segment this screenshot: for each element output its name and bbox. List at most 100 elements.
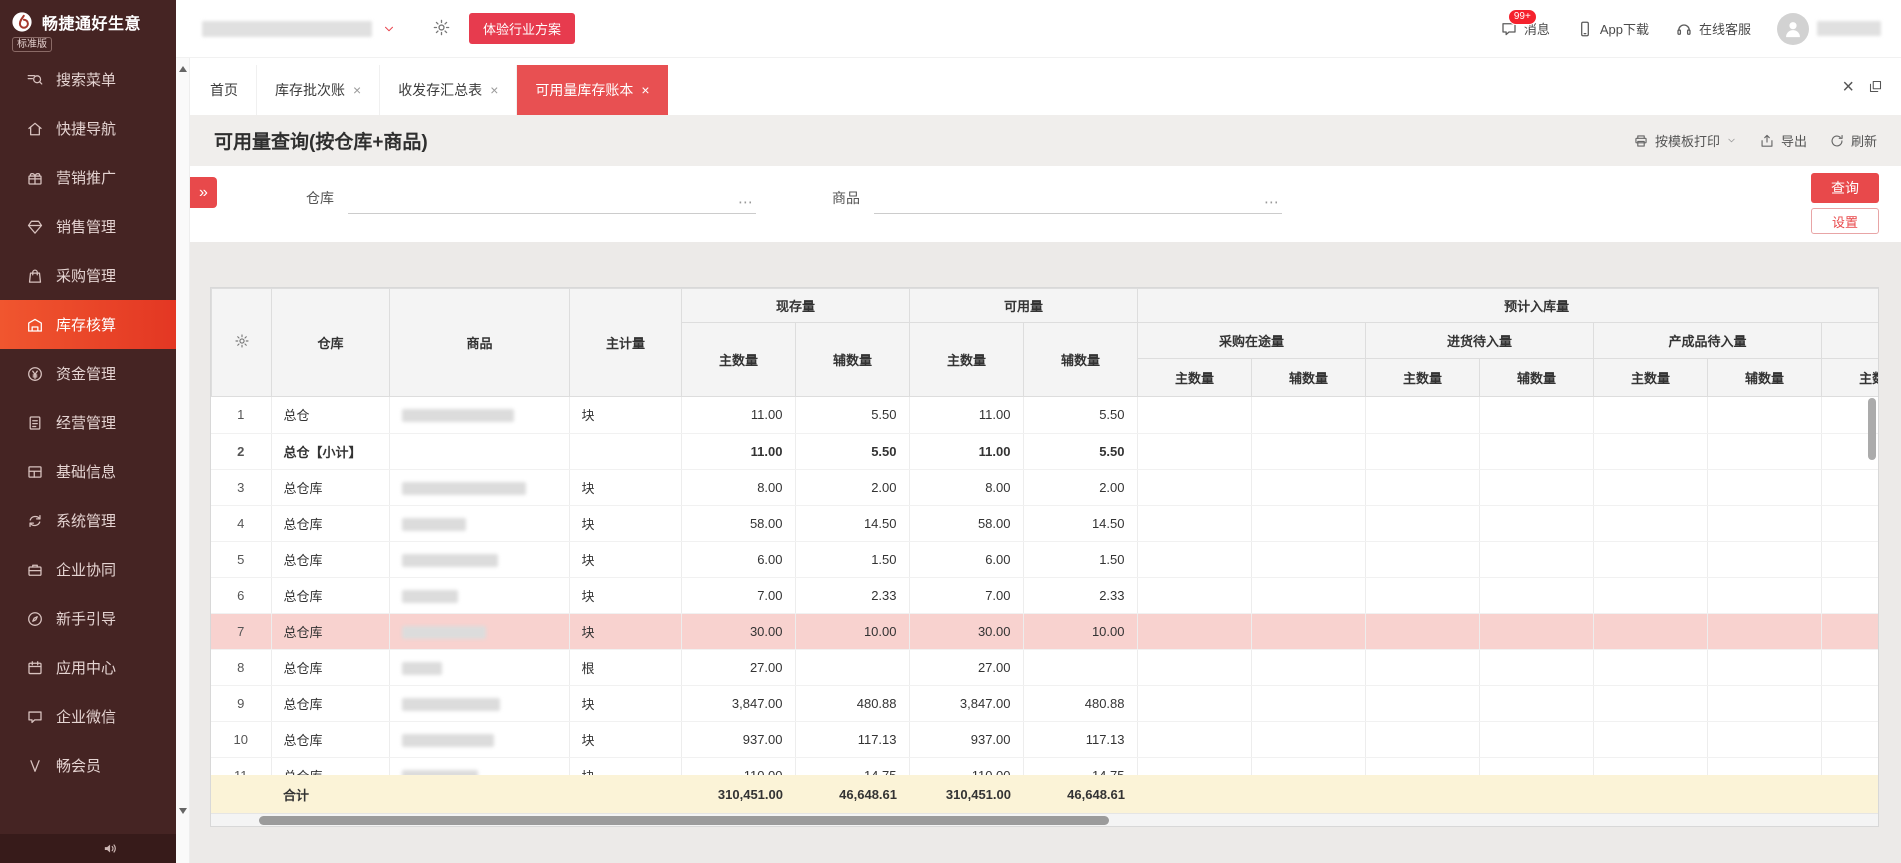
product-input[interactable]: ⋯ xyxy=(874,186,1282,214)
sidebar-item-novice-guide[interactable]: 新手引导 xyxy=(0,594,176,643)
sidebar-item-base-info[interactable]: 基础信息 xyxy=(0,447,176,496)
col-available-aux-qty[interactable]: 辅数量 xyxy=(1023,322,1139,397)
table-row[interactable]: 4 总仓库块 58.00 14.50 58.00 14.50 xyxy=(211,505,1878,542)
table-row[interactable]: 6 总仓库块 7.00 2.33 7.00 2.33 xyxy=(211,577,1878,614)
product-field: 商品 ⋯ xyxy=(832,186,1282,214)
topbar-right: 99+ 消息 App下载 在线客服 xyxy=(1500,9,1881,45)
horizontal-scrollbar[interactable] xyxy=(211,813,1878,826)
qty-cell: 480.88 xyxy=(795,685,910,722)
table-row[interactable]: 3 总仓库块 8.00 2.00 8.00 2.00 xyxy=(211,469,1878,506)
column-settings-header[interactable] xyxy=(211,288,272,397)
tab-close-icon[interactable]: × xyxy=(353,82,362,98)
sidebar-item-funds[interactable]: 资金管理 xyxy=(0,349,176,398)
sidebar-item-member[interactable]: 畅会员 xyxy=(0,741,176,790)
table-row[interactable]: 10 总仓库块 937.00 117.13 937.00 117.13 xyxy=(211,721,1878,758)
table-row[interactable]: 5 总仓库块 6.00 1.50 6.00 1.50 xyxy=(211,541,1878,578)
qty-cell: 117.13 xyxy=(795,721,910,758)
row-number: 9 xyxy=(211,685,272,722)
vertical-scrollbar-thumb[interactable] xyxy=(1868,398,1876,460)
topbar: 体验行业方案 99+ 消息 App下载 在线客服 xyxy=(176,0,1901,58)
sidebar-item-operations[interactable]: 经营管理 xyxy=(0,398,176,447)
sound-icon[interactable] xyxy=(102,840,119,857)
refresh-button[interactable]: 刷新 xyxy=(1829,131,1877,150)
sidebar-item-inventory-accounting[interactable]: 库存核算 xyxy=(0,300,176,349)
qty-cell xyxy=(1137,757,1252,775)
product-cell xyxy=(389,649,570,686)
settings-button[interactable]: 设置 xyxy=(1811,208,1879,234)
table-row[interactable]: 8 总仓库根 27.00 27.00 xyxy=(211,649,1878,686)
col-main-unit[interactable]: 主计量 xyxy=(569,288,682,397)
online-support-button[interactable]: 在线客服 xyxy=(1675,19,1751,38)
sidebar-item-enterprise-collab[interactable]: 企业协同 xyxy=(0,545,176,594)
total-qty-cell xyxy=(1593,775,1707,813)
col-product[interactable]: 商品 xyxy=(389,288,570,397)
table-row[interactable]: 1 总仓块 11.00 5.50 11.00 5.50 xyxy=(211,397,1878,434)
sidebar-item-purchasing[interactable]: 采购管理 xyxy=(0,251,176,300)
body-row: 首页 库存批次账 × 收发存汇总表 × 可用量库存账本 × × 可用量查询(按仓库+商品) … xyxy=(176,58,1901,863)
vertical-scrollbar[interactable] xyxy=(1868,397,1877,774)
table-row[interactable]: 2 总仓【小计】 11.00 5.50 11.00 5.50 xyxy=(211,433,1878,470)
sidebar-item-quick-nav[interactable]: 快捷导航 xyxy=(0,104,176,153)
export-button[interactable]: 导出 xyxy=(1759,131,1807,150)
messages-button[interactable]: 99+ 消息 xyxy=(1500,9,1550,38)
tab-overview-icon[interactable] xyxy=(1868,79,1883,94)
qty-cell xyxy=(1707,541,1822,578)
product-picker-icon[interactable]: ⋯ xyxy=(1264,194,1280,211)
col-main-qty[interactable]: 主数量 xyxy=(1365,358,1481,397)
main-area: 体验行业方案 99+ 消息 App下载 在线客服 xyxy=(176,0,1901,863)
sidebar-item-sales[interactable]: 销售管理 xyxy=(0,202,176,251)
col-warehouse[interactable]: 仓库 xyxy=(271,288,390,397)
table-row[interactable]: 9 总仓库块 3,847.00 480.88 3,847.00 480.88 xyxy=(211,685,1878,722)
sidebar-item-app-center[interactable]: 应用中心 xyxy=(0,643,176,692)
title-actions: 按模板打印 导出 刷新 xyxy=(1633,131,1877,150)
tab-close-icon[interactable]: × xyxy=(641,82,650,98)
tab-available-stock-ledger[interactable]: 可用量库存账本 × xyxy=(517,65,668,115)
title-bar: 可用量查询(按仓库+商品) 按模板打印 导出 xyxy=(190,115,1901,166)
close-all-tabs-icon[interactable]: × xyxy=(1842,75,1854,98)
print-by-template-button[interactable]: 按模板打印 xyxy=(1633,131,1737,150)
qty-cell: 937.00 xyxy=(681,721,796,758)
qty-cell xyxy=(1821,505,1878,542)
scroll-down-icon[interactable] xyxy=(179,808,187,814)
org-selector[interactable] xyxy=(196,12,414,46)
person-icon xyxy=(1782,18,1804,40)
table-row[interactable]: 7 总仓库块 30.00 10.00 30.00 10.00 xyxy=(211,613,1878,650)
col-stock-main-qty[interactable]: 主数量 xyxy=(681,322,796,397)
qty-cell: 5.50 xyxy=(1023,397,1138,434)
tab-stock-batch-ledger[interactable]: 库存批次账 × xyxy=(257,65,381,115)
sidebar-scrollbar[interactable] xyxy=(176,58,190,863)
row-number: 4 xyxy=(211,505,272,542)
col-aux-qty[interactable]: 辅数量 xyxy=(1479,358,1595,397)
scroll-up-icon[interactable] xyxy=(179,66,187,72)
expand-filter-button[interactable]: » xyxy=(190,177,217,208)
settings-gear-button[interactable] xyxy=(432,18,451,40)
horizontal-scrollbar-thumb[interactable] xyxy=(259,816,1109,825)
col-available-main-qty[interactable]: 主数量 xyxy=(909,322,1025,397)
col-stock-aux-qty[interactable]: 辅数量 xyxy=(794,322,911,397)
col-aux-qty[interactable]: 辅数量 xyxy=(1707,358,1823,397)
tab-close-icon[interactable]: × xyxy=(490,82,499,98)
column-settings-icon[interactable] xyxy=(234,333,250,349)
col-main-qty[interactable]: 主数量 xyxy=(1821,358,1878,397)
col-main-qty[interactable]: 主数量 xyxy=(1593,358,1709,397)
qty-cell xyxy=(1479,649,1594,686)
col-group-available: 可用量 xyxy=(909,288,1139,323)
query-button[interactable]: 查询 xyxy=(1811,173,1879,203)
sidebar-item-system[interactable]: 系统管理 xyxy=(0,496,176,545)
sidebar-item-wecom[interactable]: 企业微信 xyxy=(0,692,176,741)
unit-cell: 块 xyxy=(569,397,682,434)
sidebar-item-label: 营销推广 xyxy=(56,170,117,187)
sidebar-item-search-menu[interactable]: 搜索菜单 xyxy=(0,55,176,104)
tab-home[interactable]: 首页 xyxy=(192,65,257,115)
user-menu[interactable] xyxy=(1777,12,1881,45)
warehouse-picker-icon[interactable]: ⋯ xyxy=(738,194,754,211)
chevron-down-icon xyxy=(382,22,396,36)
tab-in-out-summary[interactable]: 收发存汇总表 × xyxy=(380,65,518,115)
col-aux-qty[interactable]: 辅数量 xyxy=(1251,358,1367,397)
app-download-button[interactable]: App下载 xyxy=(1576,19,1649,38)
warehouse-input[interactable]: ⋯ xyxy=(348,186,756,214)
col-main-qty[interactable]: 主数量 xyxy=(1137,358,1253,397)
sidebar-item-marketing[interactable]: 营销推广 xyxy=(0,153,176,202)
trial-solution-button[interactable]: 体验行业方案 xyxy=(469,13,576,44)
